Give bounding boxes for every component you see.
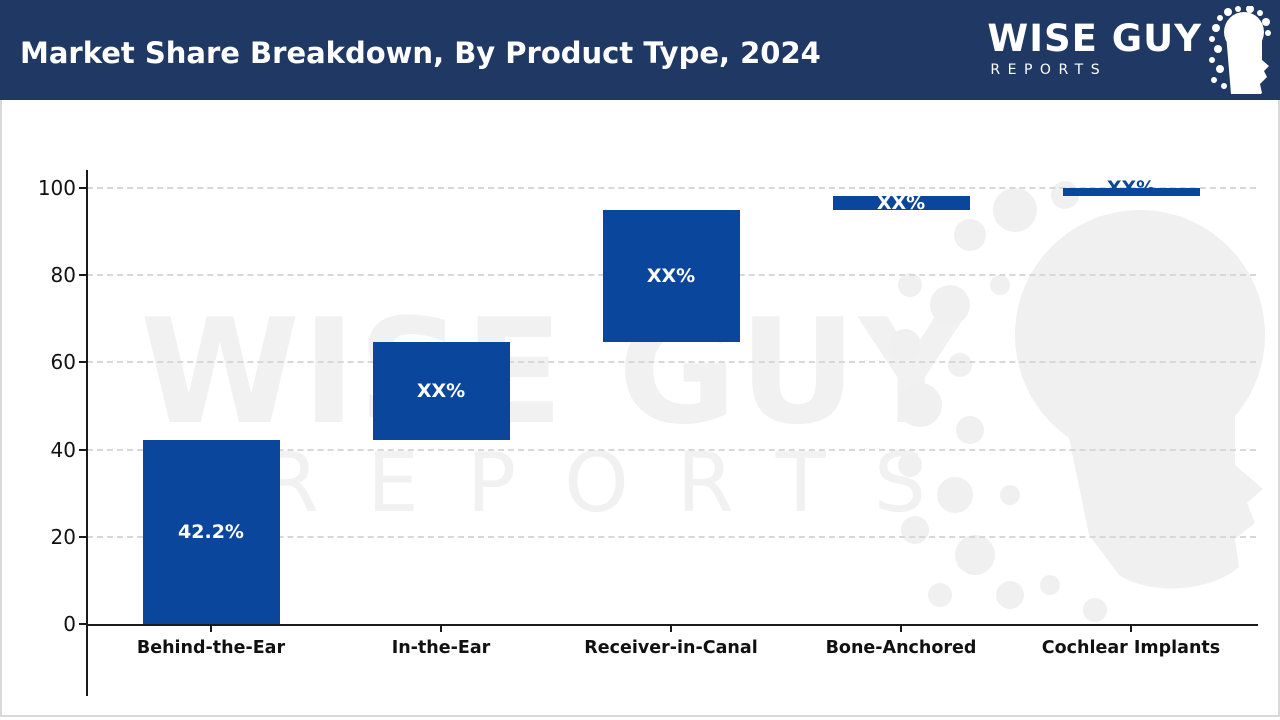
y-axis-tick bbox=[79, 187, 87, 189]
x-tick-label-2: In-the-Ear bbox=[391, 638, 491, 658]
x-axis-line bbox=[86, 624, 1258, 626]
watermark-face-icon bbox=[889, 181, 1265, 622]
y-tick-label: 40 bbox=[50, 437, 76, 462]
bar-4: XX% bbox=[832, 192, 970, 214]
bar-1: 42.2% bbox=[142, 440, 280, 624]
y-tick-label: 100 bbox=[37, 176, 76, 200]
y-axis-line bbox=[86, 170, 88, 696]
gridline-y20 bbox=[87, 535, 1256, 538]
bar-label-1: 42.2% bbox=[178, 520, 244, 543]
y-tick-label: 0 bbox=[63, 612, 76, 636]
y-tick-label: 60 bbox=[50, 350, 76, 375]
frame-border-right bbox=[1278, 100, 1280, 717]
frame-border-bottom bbox=[0, 715, 1280, 717]
brand-name: WISE GUY bbox=[987, 17, 1202, 60]
plot-area: 0 20 40 60 80 100 Behind-the-Ear In-the-Ear Rece… bbox=[0, 100, 1280, 720]
gridline-y100 bbox=[87, 187, 1256, 189]
x-axis-tick bbox=[1130, 626, 1132, 632]
y-axis-tick bbox=[79, 623, 87, 625]
y-axis-tick bbox=[79, 448, 87, 451]
frame-border-left bbox=[0, 100, 2, 717]
y-axis-tick bbox=[79, 361, 87, 364]
x-tick-label-1: Behind-the-Ear bbox=[136, 638, 286, 658]
header: Market Share Breakdown, By Product Type,… bbox=[0, 0, 1280, 100]
brand-wordmark: WISE GUY REPORTS bbox=[987, 17, 1202, 78]
gridline-y60 bbox=[87, 361, 1256, 364]
bar-3: XX% bbox=[602, 209, 740, 343]
bar-2: XX% bbox=[372, 342, 510, 440]
x-axis-tick bbox=[900, 626, 902, 632]
bar-label-2: XX% bbox=[416, 380, 466, 403]
watermark-wordmark-line2: REPORTS bbox=[262, 436, 974, 531]
y-tick-label: 20 bbox=[50, 524, 76, 549]
x-tick-label-5: Cochlear Implants bbox=[1041, 638, 1221, 658]
gridline-y40 bbox=[87, 448, 1256, 451]
bar-label-3: XX% bbox=[646, 265, 696, 288]
x-tick-label-3: Receiver-in-Canal bbox=[584, 638, 758, 658]
bar-5: XX% bbox=[1062, 177, 1200, 199]
bar-label-4: XX% bbox=[876, 191, 926, 214]
x-axis-tick bbox=[210, 626, 212, 632]
watermark-wordmark-line1: WISE GUY bbox=[140, 288, 966, 457]
y-axis-tick bbox=[79, 535, 87, 538]
x-axis-tick bbox=[440, 626, 442, 632]
brand-subtitle: REPORTS bbox=[990, 61, 1108, 78]
page-title: Market Share Breakdown, By Product Type,… bbox=[20, 36, 821, 70]
x-tick-label-4: Bone-Anchored bbox=[825, 638, 977, 658]
bar-label-5: XX% bbox=[1106, 177, 1156, 199]
y-axis-tick bbox=[79, 274, 87, 277]
x-axis-tick bbox=[670, 626, 672, 632]
y-tick-label: 80 bbox=[50, 263, 76, 288]
brand-face-icon bbox=[1209, 6, 1271, 94]
